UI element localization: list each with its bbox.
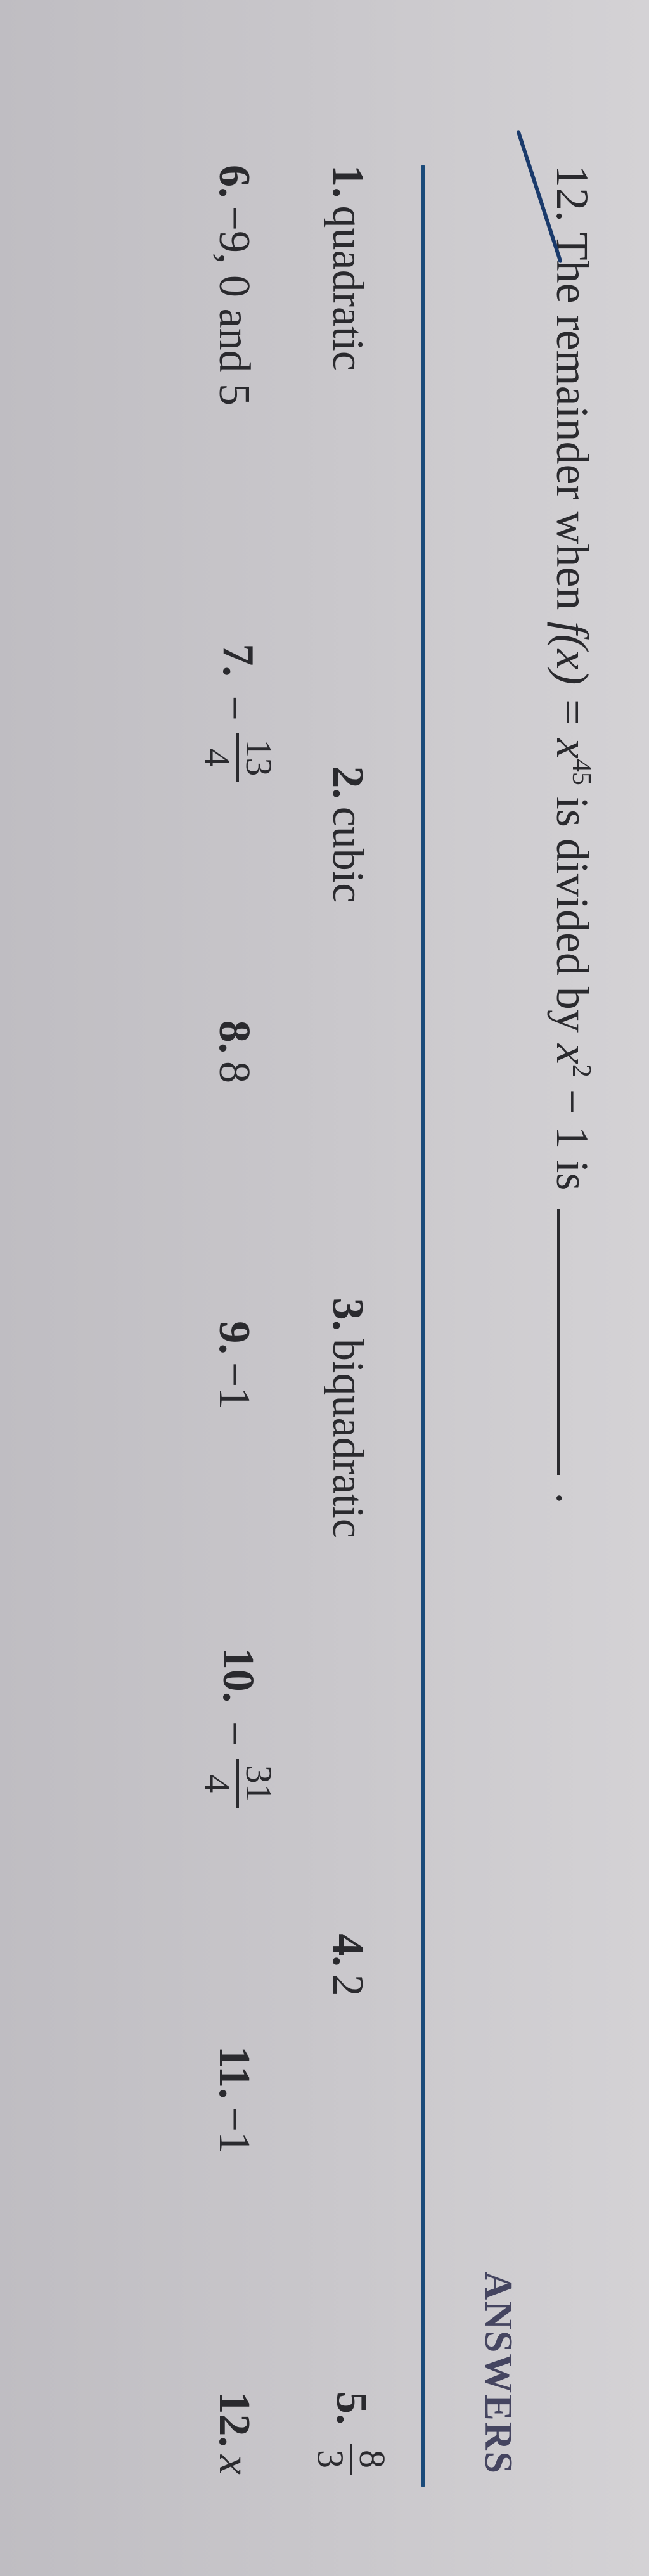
answer-num: 7. (214, 643, 262, 677)
fraction-numerator: 8 (350, 2444, 390, 2475)
divisor-var: x (547, 1044, 598, 1064)
answer-num: 10. (214, 1647, 262, 1703)
question-text-mid: is divided by (547, 797, 598, 1044)
fraction-denominator: 4 (198, 733, 236, 782)
question-exponent: 45 (567, 759, 596, 785)
question-number: 12. (546, 165, 598, 222)
minus-sign: − (210, 1722, 259, 1746)
divisor-tail: − 1 (547, 1078, 598, 1149)
fraction: 31 4 (198, 1759, 277, 1808)
answer-2: 2. cubic (322, 766, 373, 903)
answer-num: 11. (210, 2046, 259, 2099)
answer-text: 8 (210, 1061, 259, 1083)
answer-text: −9, 0 and 5 (210, 206, 259, 406)
answer-1: 1. quadratic (322, 165, 373, 371)
answer-num: 2. (323, 766, 372, 799)
minus-sign: − (210, 695, 259, 720)
answers-heading: ANSWERS (475, 165, 520, 2487)
answer-num: 12. (210, 2392, 259, 2447)
answer-4: 4.2 (322, 1933, 373, 1997)
answer-11: 11.−1 (209, 2046, 259, 2154)
answer-text: quadratic (323, 206, 372, 371)
answer-num: 6. (210, 165, 259, 198)
fraction-numerator: 13 (236, 733, 277, 782)
answer-12: 12. x (209, 2392, 259, 2475)
answer-7: 7. − 13 4 (195, 643, 273, 782)
question-text-prefix: The remainder when (547, 233, 598, 622)
answer-10: 10. − 31 4 (195, 1647, 273, 1808)
scanned-page: 12. The remainder when f(x) = x45 is div… (0, 0, 649, 2576)
answer-text: biquadratic (323, 1339, 372, 1538)
answer-num: 4. (323, 1933, 372, 1967)
answer-blank (557, 1209, 560, 1475)
answer-9: 9.−1 (209, 1321, 259, 1409)
divisor-exp: 2 (567, 1064, 596, 1078)
answer-num: 8. (210, 1021, 259, 1054)
answer-text: cubic (323, 807, 372, 903)
fraction-denominator: 3 (312, 2444, 350, 2475)
answer-3: 3. biquadratic (322, 1298, 373, 1538)
question-12: 12. The remainder when f(x) = x45 is div… (546, 165, 598, 2487)
answer-text: −1 (210, 1362, 259, 1409)
question-func: f(x) = x (547, 621, 598, 758)
answer-text: −1 (210, 2107, 259, 2154)
fraction-numerator: 31 (236, 1759, 277, 1808)
answer-num: 3. (323, 1298, 372, 1332)
negative-fraction: − 31 4 (214, 1722, 262, 1808)
fraction-denominator: 4 (198, 1759, 236, 1808)
answer-math: x (210, 2455, 259, 2475)
answer-num: 5. (327, 2392, 376, 2425)
answer-text: 2 (323, 1974, 372, 1997)
question-period: . (547, 1493, 598, 1504)
question-text-suffix: is (547, 1160, 598, 1202)
answers-row-1: 1.quadratic 2.cubic 3.biquadratic 4.2 5.… (308, 165, 387, 2487)
answers-row-2: 6.−9, 0 and 5 7. − 13 4 8.8 9.−1 10. − 3… (195, 165, 273, 2487)
answer-8: 8.8 (209, 1021, 259, 1084)
answer-5: 5. 8 3 (308, 2392, 387, 2475)
answer-num: 1. (323, 165, 372, 198)
fraction: 8 3 (312, 2444, 390, 2475)
fraction: 13 4 (198, 733, 277, 782)
divider-rule (421, 165, 425, 2487)
answer-6: 6. −9, 0 and 5 (209, 165, 259, 406)
negative-fraction: − 13 4 (214, 695, 262, 782)
answer-num: 9. (210, 1321, 259, 1355)
